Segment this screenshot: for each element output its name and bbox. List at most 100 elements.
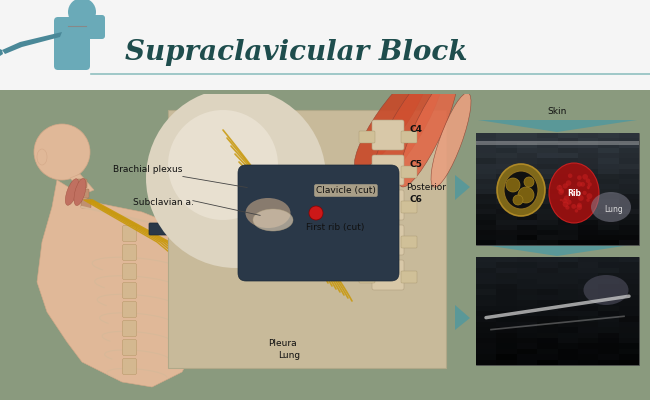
Bar: [497, 133, 517, 138]
Bar: [517, 138, 537, 143]
Bar: [537, 164, 558, 169]
Bar: [578, 268, 598, 273]
Bar: [619, 143, 639, 148]
Bar: [497, 148, 517, 153]
Bar: [578, 184, 598, 189]
Bar: [558, 153, 578, 158]
Text: Rib: Rib: [567, 188, 581, 198]
Bar: [578, 257, 598, 262]
Bar: [476, 179, 497, 184]
Bar: [558, 148, 578, 153]
Bar: [517, 214, 537, 220]
Bar: [578, 138, 598, 143]
Bar: [578, 316, 598, 322]
Bar: [598, 230, 619, 235]
Bar: [558, 194, 578, 199]
Bar: [476, 138, 497, 143]
Text: C4: C4: [410, 125, 423, 134]
Bar: [517, 143, 537, 148]
Bar: [558, 257, 578, 262]
Circle shape: [572, 190, 577, 196]
FancyBboxPatch shape: [359, 166, 375, 178]
Circle shape: [568, 174, 573, 178]
Bar: [619, 322, 639, 327]
Bar: [497, 343, 517, 349]
Bar: [517, 225, 537, 230]
Bar: [476, 214, 497, 220]
Ellipse shape: [584, 275, 629, 305]
Bar: [558, 179, 578, 184]
Circle shape: [575, 190, 577, 193]
Bar: [619, 343, 639, 349]
Bar: [476, 306, 497, 311]
Ellipse shape: [253, 209, 293, 231]
Bar: [558, 174, 578, 179]
Bar: [497, 322, 517, 327]
Circle shape: [558, 190, 564, 195]
Ellipse shape: [497, 164, 545, 216]
Bar: [598, 311, 619, 316]
Bar: [476, 209, 497, 214]
Polygon shape: [70, 174, 94, 194]
Bar: [619, 164, 639, 169]
Circle shape: [513, 195, 523, 205]
FancyBboxPatch shape: [77, 179, 87, 188]
Bar: [598, 214, 619, 220]
Bar: [497, 284, 517, 290]
Bar: [517, 354, 537, 360]
Bar: [619, 262, 639, 268]
Bar: [476, 174, 497, 179]
Bar: [497, 306, 517, 311]
Ellipse shape: [65, 179, 79, 205]
Circle shape: [68, 0, 96, 26]
Bar: [476, 311, 497, 316]
Bar: [558, 262, 578, 268]
Circle shape: [309, 206, 323, 220]
Bar: [517, 209, 537, 214]
Bar: [558, 158, 578, 164]
Bar: [476, 204, 497, 209]
Bar: [578, 322, 598, 327]
Bar: [497, 209, 517, 214]
Circle shape: [577, 182, 582, 187]
Text: Subclavian a.: Subclavian a.: [133, 198, 194, 207]
Bar: [497, 214, 517, 220]
Bar: [476, 141, 639, 145]
Bar: [497, 225, 517, 230]
Bar: [558, 220, 578, 225]
Circle shape: [146, 88, 326, 268]
Polygon shape: [478, 120, 637, 132]
Circle shape: [577, 204, 582, 210]
Bar: [497, 143, 517, 148]
Polygon shape: [0, 48, 3, 56]
Bar: [517, 338, 537, 343]
Bar: [619, 230, 639, 235]
FancyBboxPatch shape: [122, 264, 136, 280]
Bar: [517, 230, 537, 235]
Bar: [497, 179, 517, 184]
Bar: [598, 316, 619, 322]
Circle shape: [571, 190, 575, 193]
FancyBboxPatch shape: [149, 223, 169, 235]
Bar: [476, 343, 497, 349]
Bar: [598, 295, 619, 300]
Bar: [517, 133, 537, 138]
Bar: [517, 311, 537, 316]
Bar: [578, 148, 598, 153]
Bar: [558, 306, 578, 311]
FancyBboxPatch shape: [122, 320, 136, 336]
Bar: [537, 360, 558, 365]
Bar: [598, 273, 619, 278]
Bar: [598, 306, 619, 311]
Bar: [619, 311, 639, 316]
Bar: [476, 164, 497, 169]
Bar: [558, 300, 578, 306]
Circle shape: [575, 209, 578, 213]
Bar: [537, 179, 558, 184]
Circle shape: [560, 199, 562, 201]
Text: Posterior: Posterior: [406, 184, 446, 192]
Bar: [517, 306, 537, 311]
Bar: [517, 273, 537, 278]
Bar: [619, 306, 639, 311]
Bar: [517, 204, 537, 209]
